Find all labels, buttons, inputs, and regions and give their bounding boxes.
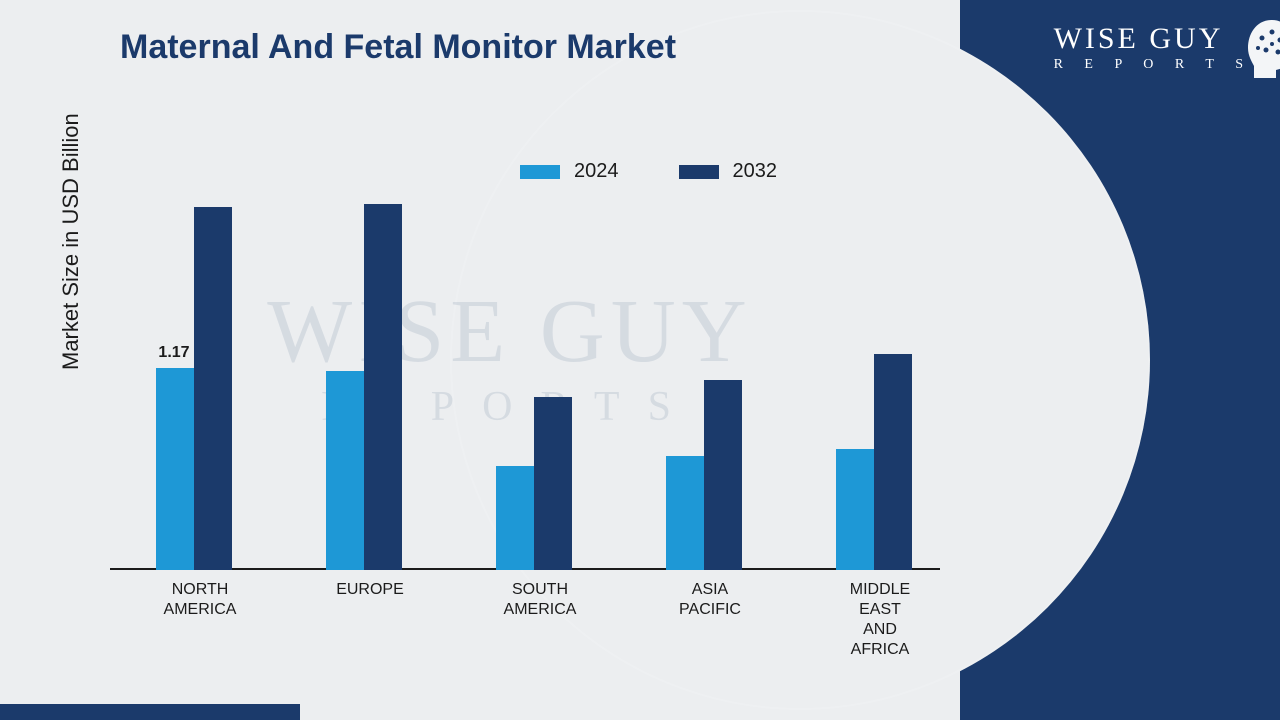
bar-2024: [496, 466, 534, 570]
x-label: NORTHAMERICA: [130, 580, 270, 620]
page-title: Maternal And Fetal Monitor Market: [120, 28, 676, 67]
bar-2032: [194, 207, 232, 570]
legend-label-2024: 2024: [574, 160, 619, 183]
legend-label-2032: 2032: [733, 160, 778, 183]
bar-2032: [534, 397, 572, 570]
bar-2024: [836, 449, 874, 570]
brand-logo: WISE GUY R E P O R T S: [1054, 24, 1252, 72]
bottom-strip: [0, 704, 300, 720]
head-icon: [1242, 16, 1280, 84]
bar-2024: [666, 456, 704, 570]
x-label: SOUTHAMERICA: [470, 580, 610, 620]
bar-2024: [326, 371, 364, 570]
legend: 2024 2032: [520, 160, 777, 183]
x-label: MIDDLEEASTANDAFRICA: [810, 580, 950, 660]
bar-2024: [156, 368, 194, 570]
brand-line2: R E P O R T S: [1054, 58, 1252, 72]
y-axis-label: Market Size in USD Billion: [58, 113, 84, 370]
bar-2032: [704, 380, 742, 570]
legend-item-2032: 2032: [679, 160, 778, 183]
brand-line1: WISE GUY: [1054, 24, 1252, 54]
x-label: ASIAPACIFIC: [640, 580, 780, 620]
bar-2032: [364, 204, 402, 570]
legend-item-2024: 2024: [520, 160, 619, 183]
swatch-2032: [679, 165, 719, 179]
swatch-2024: [520, 165, 560, 179]
bar-2032: [874, 354, 912, 570]
chart-canvas: Maternal And Fetal Monitor Market WISE G…: [0, 0, 1280, 720]
value-label: 1.17: [144, 344, 204, 362]
x-label: EUROPE: [300, 580, 440, 600]
chart-area: 1.17: [110, 190, 940, 570]
